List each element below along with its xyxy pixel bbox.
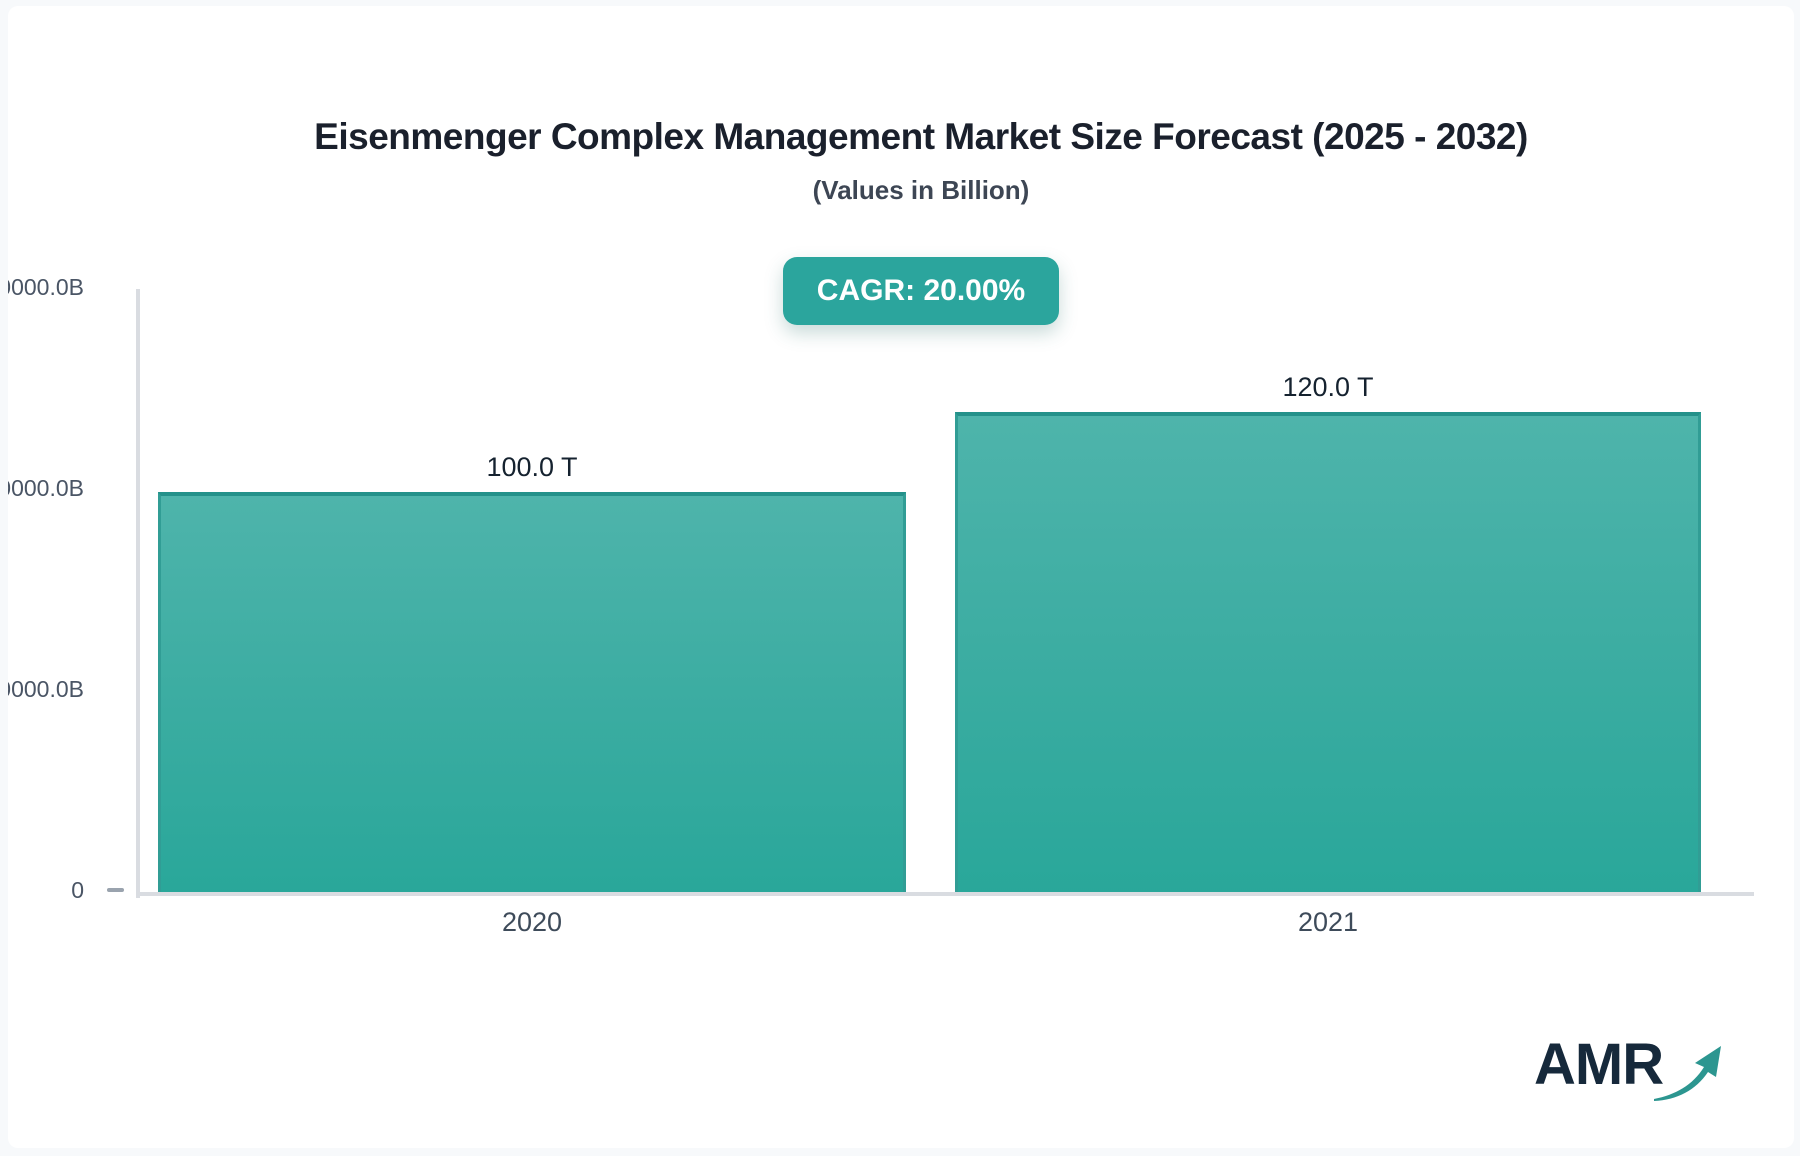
- bar-value-label-2020: 100.0 T: [486, 452, 578, 482]
- y-axis-tick-label: 100000.0B: [8, 475, 84, 501]
- cagr-badge: CAGR: 20.00%: [782, 257, 1060, 325]
- bar-2021[interactable]: [955, 412, 1701, 894]
- y-axis-line: [136, 289, 140, 898]
- bar-value-label-2021: 120.0 T: [1282, 372, 1374, 402]
- amr-logo-text: AMR: [1534, 1032, 1664, 1097]
- y-axis-tick-label: 0: [71, 877, 84, 903]
- y-axis-tick-label: 50000.0B: [8, 676, 84, 702]
- cagr-badge-row: CAGR: 20.00%: [48, 257, 1794, 325]
- chart-subtitle: (Values in Billion): [812, 175, 1030, 205]
- x-axis-label-2020: 2020: [501, 907, 563, 937]
- bar-2020[interactable]: [158, 492, 906, 894]
- y-axis-zero-tick: [107, 888, 124, 892]
- x-axis-label-2021: 2021: [1297, 907, 1359, 937]
- y-axis-tick-label: 150000.0B: [8, 274, 84, 300]
- chart-title: Eisenmenger Complex Management Market Si…: [314, 116, 1528, 157]
- chart-card: Eisenmenger Complex Management Market Si…: [8, 6, 1794, 1148]
- trend-up-arrow-icon: [1651, 1040, 1725, 1109]
- x-axis-line: [136, 892, 1754, 896]
- amr-logo: AMR: [1534, 1036, 1725, 1109]
